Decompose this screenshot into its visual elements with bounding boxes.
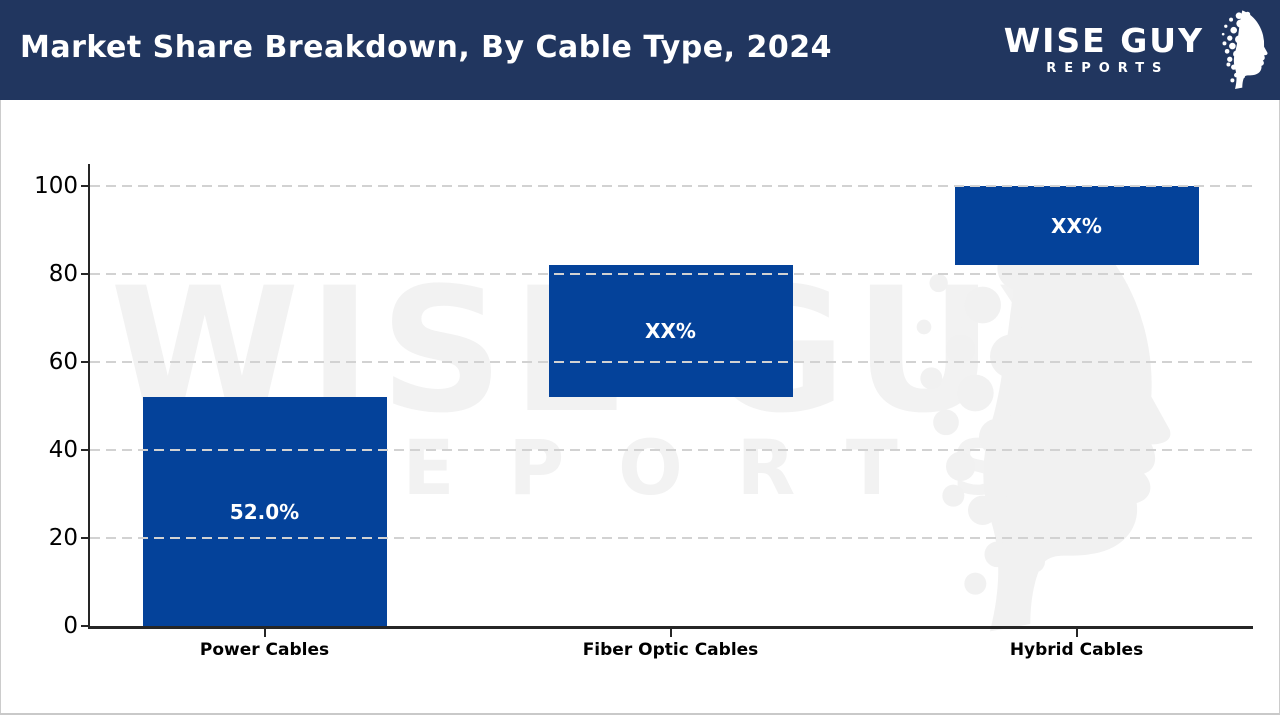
grid-line — [90, 449, 1253, 451]
y-tick-label: 80 — [48, 261, 78, 287]
grid-line — [90, 185, 1253, 187]
y-tick-mark — [81, 361, 89, 363]
bar-value-label: XX% — [1051, 213, 1102, 238]
grid-line — [90, 537, 1253, 539]
y-tick-label: 60 — [48, 349, 78, 375]
x-tick-mark — [263, 629, 266, 637]
head-profile-dots-icon — [1221, 10, 1268, 89]
grid-line — [90, 273, 1253, 275]
x-tick-mark — [669, 629, 672, 637]
y-tick-mark — [81, 185, 89, 187]
x-axis-spine — [88, 626, 1253, 629]
grid-line — [90, 361, 1253, 363]
x-category-label: Power Cables — [199, 640, 330, 660]
brand-logo-text: WISE GUY REPORTS — [1004, 24, 1204, 76]
y-tick-mark — [81, 625, 89, 627]
brand-wordmark: WISE GUY — [1003, 21, 1204, 60]
y-tick-label: 0 — [63, 613, 78, 639]
y-tick-mark — [81, 537, 89, 539]
bar — [142, 397, 387, 626]
y-axis-spine — [88, 164, 90, 629]
page-border-left — [0, 100, 1, 714]
x-category-label: Fiber Optic Cables — [582, 640, 759, 660]
brand-logo: WISE GUY REPORTS — [1004, 4, 1272, 96]
y-tick-mark — [81, 449, 89, 451]
y-tick-label: 20 — [48, 525, 78, 551]
page-title: Market Share Breakdown, By Cable Type, 2… — [20, 29, 832, 65]
y-tick-label: 100 — [34, 173, 78, 199]
footer-divider — [0, 713, 1280, 715]
bar-value-label: XX% — [645, 319, 696, 344]
brand-subtitle: REPORTS — [1046, 61, 1170, 76]
y-tick-mark — [81, 273, 89, 275]
x-category-label: Hybrid Cables — [1009, 640, 1144, 660]
y-tick-label: 40 — [48, 437, 78, 463]
bar — [548, 265, 793, 398]
bar-value-label: 52.0% — [229, 499, 300, 524]
header-bar: Market Share Breakdown, By Cable Type, 2… — [0, 0, 1280, 100]
x-tick-mark — [1075, 629, 1078, 637]
